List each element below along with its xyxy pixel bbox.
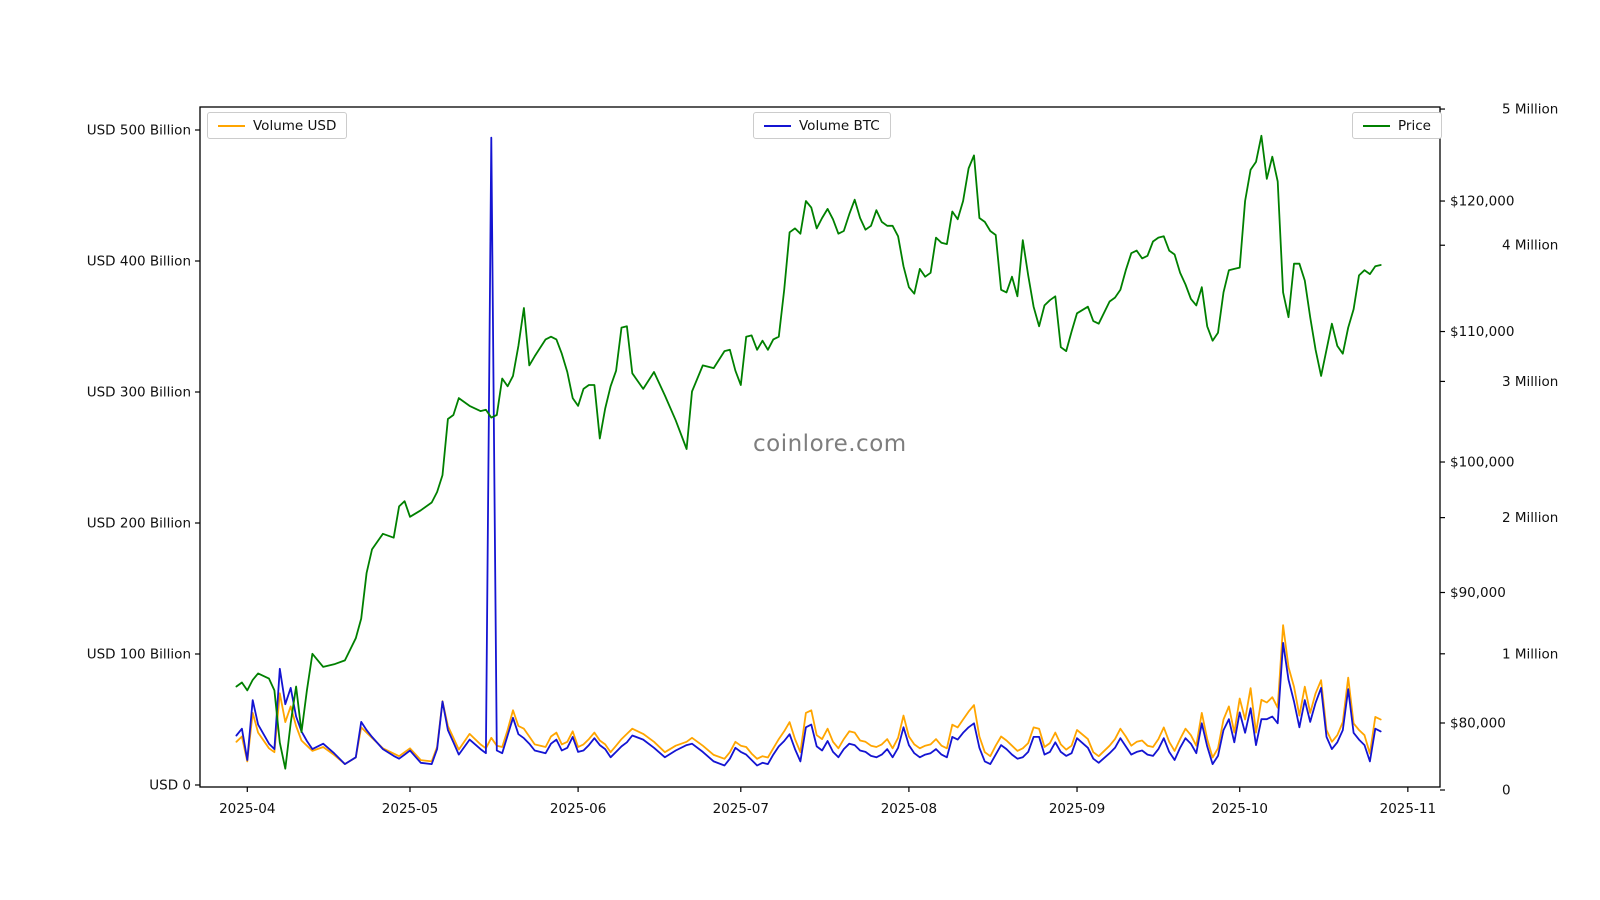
x-tick-label: 2025-04 [219,801,275,817]
y-left-tick-label: USD 200 Billion [87,515,191,531]
x-tick-label: 2025-05 [382,801,438,817]
volume-btc-series-line [235,136,1382,767]
legend-price: Price [1352,112,1442,139]
y-btc-tick-label: 0 [1502,782,1511,798]
legend-volume-btc-label: Volume BTC [799,117,880,134]
plot-border [199,106,1441,788]
y-price-tick-label: $100,000 [1450,455,1514,471]
y-price-tick-label: $120,000 [1450,194,1514,210]
legend-price-label: Price [1398,117,1431,134]
price-line-icon [1363,124,1390,127]
legend-volume-btc: Volume BTC [753,112,891,139]
y-btc-tick-label: 2 Million [1502,510,1558,526]
y-btc-tick-label: 3 Million [1502,374,1558,390]
legend-volume-usd: Volume USD [207,112,348,139]
x-tick-label: 2025-06 [550,801,606,817]
y-left-tick-label: USD 0 [149,777,191,793]
y-btc-tick-label: 1 Million [1502,646,1558,662]
x-tick-label: 2025-08 [881,801,937,817]
y-btc-tick-label: 5 Million [1502,102,1558,118]
volume-usd-line-icon [218,124,245,127]
legend-volume-usd-label: Volume USD [253,117,337,134]
x-tick-label: 2025-09 [1049,801,1105,817]
y-left-tick-label: USD 100 Billion [87,646,191,662]
price-series-line [235,134,1382,770]
watermark: coinlore.com [753,431,907,457]
volume-btc-line-icon [764,124,791,127]
x-tick-label: 2025-07 [713,801,769,817]
y-btc-tick-label: 4 Million [1502,238,1558,254]
y-left-tick-label: USD 400 Billion [87,254,191,270]
y-price-tick-label: $90,000 [1450,585,1506,601]
x-tick-label: 2025-10 [1212,801,1268,817]
volume-usd-series-line [235,624,1382,765]
y-left-tick-label: USD 500 Billion [87,123,191,139]
x-tick-label: 2025-11 [1380,801,1436,817]
y-price-tick-label: $80,000 [1450,715,1506,731]
y-price-tick-label: $110,000 [1450,324,1514,340]
y-left-tick-label: USD 300 Billion [87,385,191,401]
